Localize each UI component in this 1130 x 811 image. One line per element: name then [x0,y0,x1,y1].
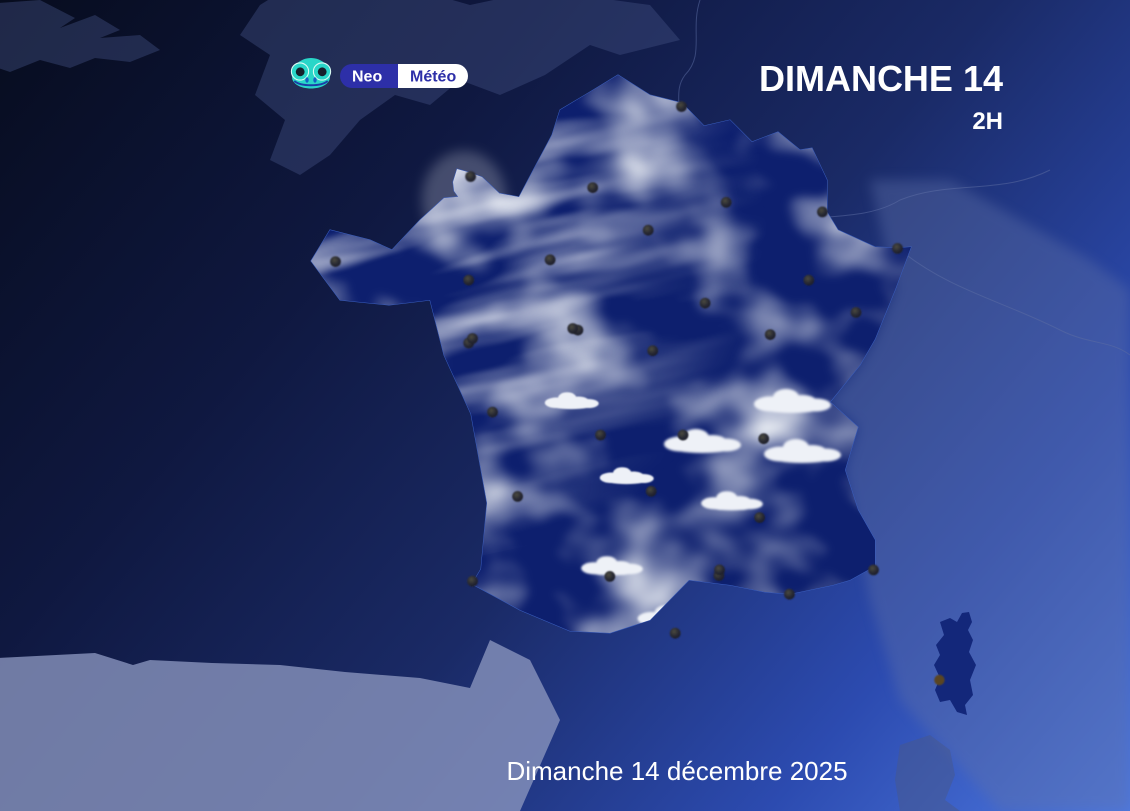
svg-text:2H: 2H [972,108,1003,135]
svg-text:Dimanche 14 décembre 2025: Dimanche 14 décembre 2025 [506,756,847,786]
svg-text:Neo: Neo [352,69,382,86]
svg-text:Météo: Météo [410,69,456,86]
svg-text:DIMANCHE 14: DIMANCHE 14 [759,58,1003,99]
